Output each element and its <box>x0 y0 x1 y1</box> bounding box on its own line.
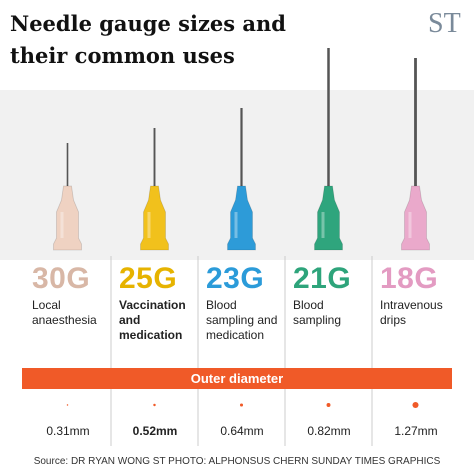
hub-highlight <box>234 212 238 238</box>
diameter-dot <box>239 403 244 407</box>
hub-highlight <box>321 212 325 238</box>
use-label: Blood sampling and medication <box>206 298 278 342</box>
use-label: Blood sampling <box>293 298 342 327</box>
diameter-dot <box>412 401 419 409</box>
use-label: Intravenous drips <box>380 298 443 327</box>
needle-hub <box>401 185 430 251</box>
logo: ST <box>428 8 461 39</box>
diameter-label: 1.27mm <box>394 424 438 438</box>
needle-hub <box>140 185 169 251</box>
diameter-label: 0.64mm <box>220 424 264 438</box>
diameter-label: 0.31mm <box>46 424 90 438</box>
gauge-label: 21G <box>293 262 352 295</box>
needle-hub <box>314 185 343 251</box>
diameter-label: 0.82mm <box>307 424 351 438</box>
source: Source: DR RYAN WONG ST PHOTO: ALPHONSUS… <box>33 456 441 467</box>
diameter-dot <box>66 404 69 406</box>
gauge-label: 23G <box>206 262 265 295</box>
outer-diameter-bar: Outer diameter <box>22 368 452 389</box>
needle-hub <box>53 185 82 251</box>
diameter-dot <box>153 403 156 407</box>
gauge-label: 18G <box>380 262 439 295</box>
hub-highlight <box>147 212 151 238</box>
diameter-dot <box>326 403 331 407</box>
needle-hub <box>227 185 256 251</box>
gauge-label: 25G <box>119 262 178 295</box>
diameter-label: 0.52mm <box>132 424 178 438</box>
use-label: Vaccination and medication <box>119 298 186 342</box>
title: Needle gauge sizes and their common uses <box>10 11 286 68</box>
gauge-label: 30G <box>32 262 91 295</box>
use-label: Local anaesthesia <box>32 298 97 327</box>
hub-highlight <box>60 212 64 238</box>
hub-highlight <box>408 212 412 238</box>
